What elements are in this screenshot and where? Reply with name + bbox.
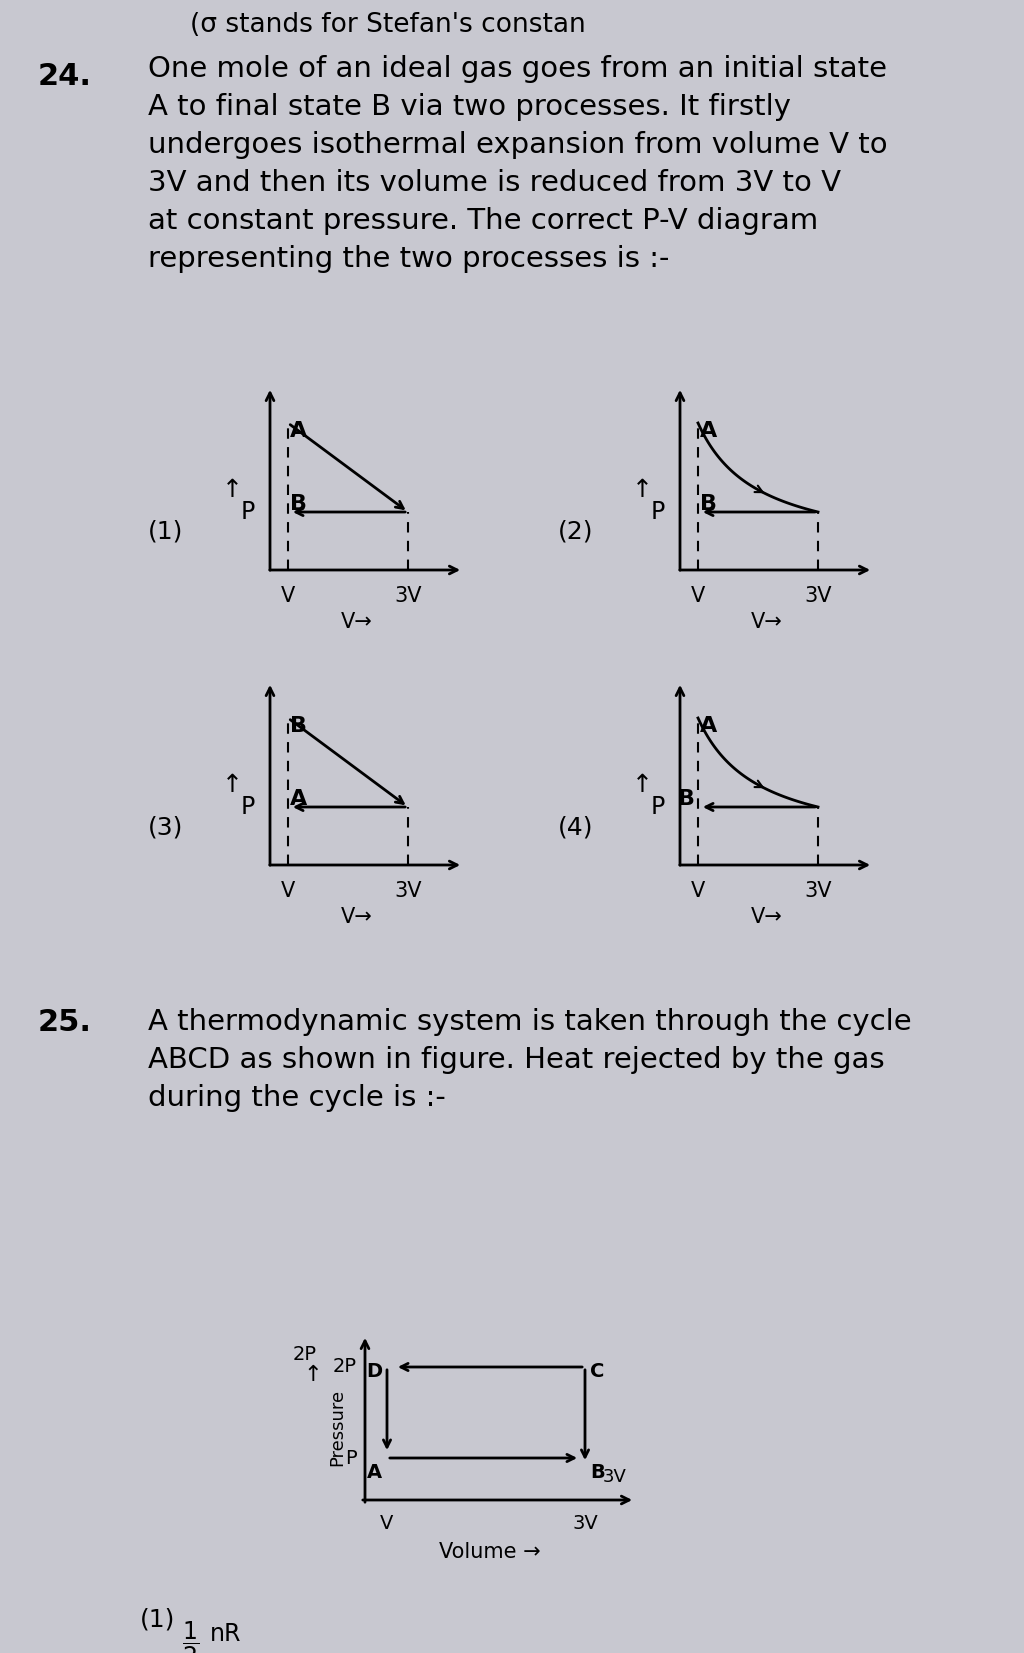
Text: ↑: ↑ bbox=[632, 478, 652, 503]
Text: $\dfrac{1}{2}$: $\dfrac{1}{2}$ bbox=[182, 1620, 199, 1653]
Text: ↑: ↑ bbox=[221, 774, 243, 797]
Text: P: P bbox=[345, 1448, 357, 1468]
Text: A: A bbox=[290, 422, 307, 441]
Text: 2P: 2P bbox=[333, 1357, 357, 1377]
Text: (1): (1) bbox=[148, 521, 183, 544]
Text: Volume →: Volume → bbox=[439, 1542, 541, 1562]
Text: V: V bbox=[281, 881, 295, 901]
Text: ↑: ↑ bbox=[221, 478, 243, 503]
Text: 3V: 3V bbox=[572, 1514, 598, 1532]
Text: 3V: 3V bbox=[804, 587, 831, 607]
Text: ↑: ↑ bbox=[304, 1365, 323, 1385]
Text: representing the two processes is :-: representing the two processes is :- bbox=[148, 245, 670, 273]
Text: One mole of an ideal gas goes from an initial state: One mole of an ideal gas goes from an in… bbox=[148, 55, 887, 83]
Text: Pressure: Pressure bbox=[328, 1389, 346, 1466]
Text: P: P bbox=[651, 795, 666, 818]
Text: A: A bbox=[700, 422, 717, 441]
Text: P: P bbox=[241, 499, 255, 524]
Text: B: B bbox=[590, 1463, 605, 1483]
Text: 3V: 3V bbox=[394, 881, 422, 901]
Text: A: A bbox=[700, 716, 717, 736]
Text: V→: V→ bbox=[341, 612, 373, 631]
Text: V→: V→ bbox=[341, 907, 373, 927]
Text: 2P: 2P bbox=[293, 1346, 317, 1364]
Text: B: B bbox=[290, 716, 307, 736]
Text: C: C bbox=[590, 1362, 604, 1380]
Text: B: B bbox=[290, 494, 307, 514]
Text: 3V: 3V bbox=[804, 881, 831, 901]
Text: A to final state B via two processes. It firstly: A to final state B via two processes. It… bbox=[148, 93, 791, 121]
Text: ABCD as shown in figure. Heat rejected by the gas: ABCD as shown in figure. Heat rejected b… bbox=[148, 1046, 885, 1074]
Text: nR: nR bbox=[210, 1622, 242, 1646]
Text: ↑: ↑ bbox=[632, 774, 652, 797]
Text: 3V: 3V bbox=[603, 1468, 627, 1486]
Text: (σ stands for Stefan's constan: (σ stands for Stefan's constan bbox=[190, 12, 586, 38]
Text: A: A bbox=[290, 788, 307, 808]
Text: (2): (2) bbox=[558, 521, 594, 544]
Text: V: V bbox=[380, 1514, 393, 1532]
Text: B: B bbox=[678, 788, 695, 808]
Text: V→: V→ bbox=[752, 907, 783, 927]
Text: V→: V→ bbox=[752, 612, 783, 631]
Text: B: B bbox=[700, 494, 717, 514]
Text: D: D bbox=[366, 1362, 382, 1380]
Text: at constant pressure. The correct P-V diagram: at constant pressure. The correct P-V di… bbox=[148, 207, 818, 235]
Text: V: V bbox=[691, 587, 706, 607]
Text: 3V: 3V bbox=[394, 587, 422, 607]
Text: V: V bbox=[691, 881, 706, 901]
Text: 3V and then its volume is reduced from 3V to V: 3V and then its volume is reduced from 3… bbox=[148, 169, 841, 197]
Text: P: P bbox=[241, 795, 255, 818]
Text: A: A bbox=[367, 1463, 382, 1483]
Text: (4): (4) bbox=[558, 815, 594, 840]
Text: 24.: 24. bbox=[38, 63, 92, 91]
Text: 25.: 25. bbox=[38, 1008, 92, 1036]
Text: V: V bbox=[281, 587, 295, 607]
Text: P: P bbox=[651, 499, 666, 524]
Text: (3): (3) bbox=[148, 815, 183, 840]
Text: undergoes isothermal expansion from volume V to: undergoes isothermal expansion from volu… bbox=[148, 131, 888, 159]
Text: during the cycle is :-: during the cycle is :- bbox=[148, 1084, 445, 1112]
Text: A thermodynamic system is taken through the cycle: A thermodynamic system is taken through … bbox=[148, 1008, 911, 1036]
Text: (1): (1) bbox=[140, 1608, 175, 1632]
